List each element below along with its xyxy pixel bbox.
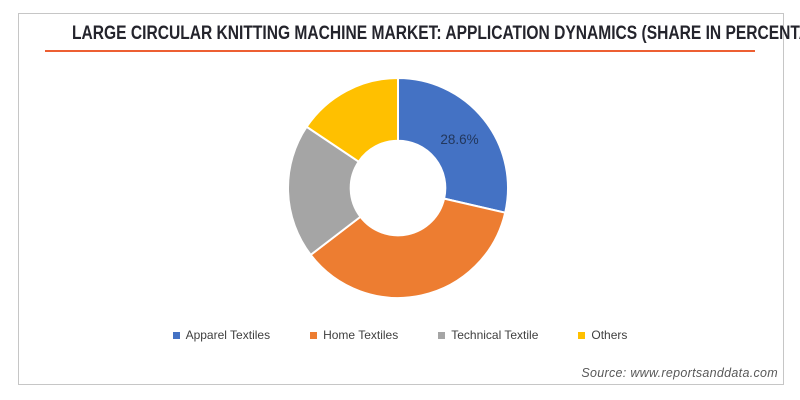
legend-item-others: Others	[578, 328, 627, 342]
legend-swatch-home-textiles	[310, 331, 318, 339]
source-attribution: Source: www.reportsanddata.com	[581, 366, 778, 380]
legend-label: Technical Textile	[451, 328, 539, 342]
donut-chart: 28.6%	[283, 73, 513, 303]
donut-chart-svg: 28.6%	[287, 77, 509, 299]
data-label-apparel-textiles: 28.6%	[440, 132, 478, 147]
legend-swatch-others	[578, 331, 586, 339]
legend-label: Apparel Textiles	[185, 328, 271, 342]
legend-label: Others	[591, 328, 628, 342]
legend-item-home-textiles: Home Textiles	[310, 328, 398, 342]
chart-title: LARGE CIRCULAR KNITTING MACHINE MARKET: …	[72, 23, 800, 44]
title-underline-rule	[45, 50, 755, 52]
legend-item-apparel-textiles: Apparel Textiles	[172, 328, 271, 342]
donut-segment-apparel-textiles	[397, 77, 509, 214]
chart-legend: Apparel Textiles Home Textiles Technical T…	[0, 326, 800, 344]
legend-swatch-apparel-textiles	[172, 331, 180, 339]
donut-segment-home-textiles	[309, 197, 507, 299]
legend-label: Home Textiles	[323, 328, 399, 342]
chart-border-frame	[18, 13, 784, 385]
donut-segment-technical-textile	[287, 125, 362, 256]
donut-segment-others	[305, 77, 399, 163]
legend-swatch-technical-textile	[438, 331, 446, 339]
legend-item-technical-textile: Technical Textile	[438, 328, 538, 342]
